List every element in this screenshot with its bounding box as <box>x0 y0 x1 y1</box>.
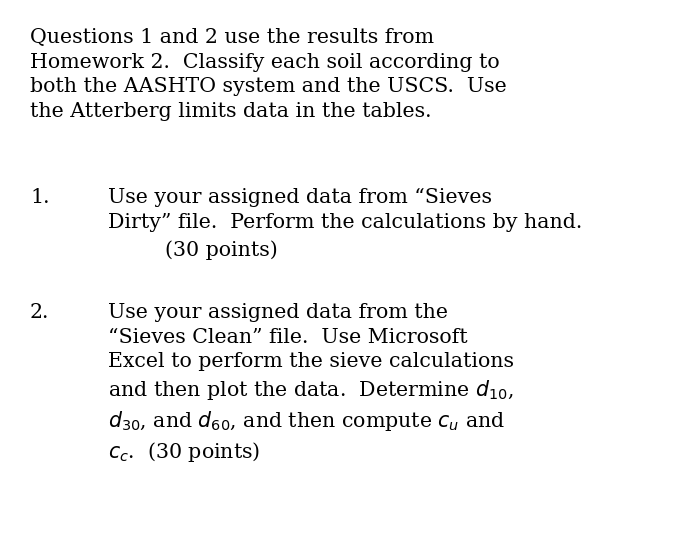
Text: Use your assigned data from the
“Sieves Clean” file.  Use Microsoft
Excel to per: Use your assigned data from the “Sieves … <box>108 303 514 464</box>
Text: (30 points): (30 points) <box>165 240 277 259</box>
Text: Use your assigned data from “Sieves
Dirty” file.  Perform the calculations by ha: Use your assigned data from “Sieves Dirt… <box>108 188 583 232</box>
Text: 1.: 1. <box>30 188 49 207</box>
Text: Questions 1 and 2 use the results from
Homework 2.  Classify each soil according: Questions 1 and 2 use the results from H… <box>30 28 507 121</box>
Text: 2.: 2. <box>30 303 49 322</box>
